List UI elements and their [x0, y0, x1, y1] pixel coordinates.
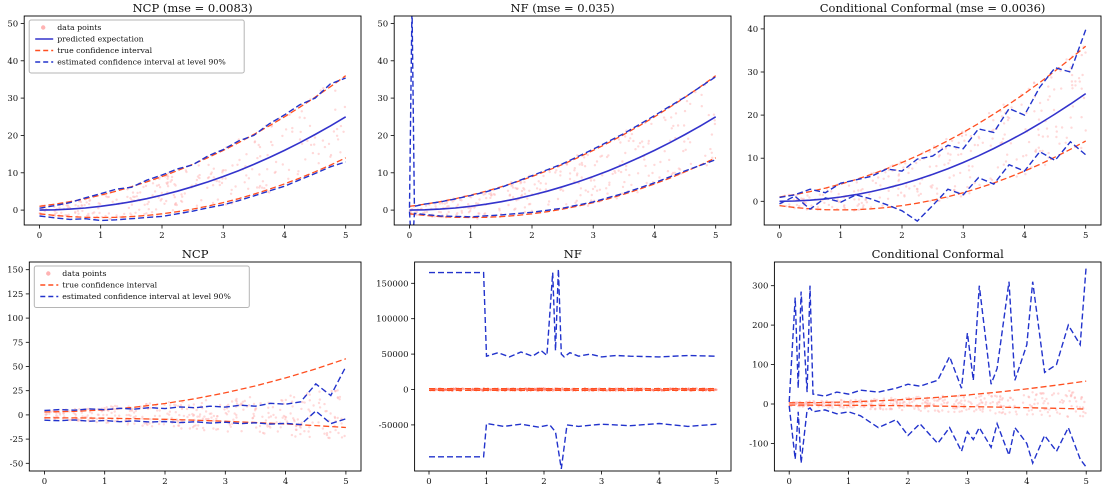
svg-text:100: 100 — [752, 361, 768, 371]
chart-title: Conditional Conformal — [871, 247, 1004, 261]
svg-text:5: 5 — [713, 231, 718, 241]
svg-text:0: 0 — [13, 206, 18, 216]
svg-text:3: 3 — [220, 231, 225, 241]
svg-text:-50000: -50000 — [379, 421, 409, 431]
chart-title: Conditional Conformal (mse = 0.0036) — [819, 1, 1046, 15]
svg-text:0: 0 — [786, 477, 791, 487]
svg-text:2: 2 — [905, 477, 910, 487]
svg-text:150: 150 — [7, 266, 23, 276]
svg-text:20: 20 — [377, 131, 388, 141]
svg-text:10: 10 — [7, 169, 18, 179]
svg-text:100: 100 — [7, 314, 23, 324]
svg-text:5: 5 — [343, 477, 348, 487]
svg-text:3: 3 — [965, 477, 970, 487]
svg-text:1: 1 — [846, 477, 851, 487]
svg-text:30: 30 — [7, 94, 18, 104]
svg-text:2: 2 — [162, 477, 167, 487]
svg-text:-50: -50 — [10, 459, 24, 469]
subplot-nf-top: NF (mse = 0.035) 0 1 2 3 4 5 0 10 20 30 40 50 — [370, 0, 740, 246]
svg-text:-100: -100 — [749, 439, 768, 449]
svg-text:40: 40 — [7, 57, 18, 67]
svg-text:2: 2 — [529, 231, 534, 241]
svg-text:1: 1 — [838, 231, 843, 241]
svg-text:predicted expectation: predicted expectation — [57, 35, 144, 44]
svg-text:10: 10 — [747, 154, 758, 164]
svg-text:30: 30 — [377, 94, 388, 104]
svg-text:3: 3 — [960, 231, 965, 241]
svg-text:1: 1 — [468, 231, 473, 241]
svg-text:20: 20 — [7, 131, 18, 141]
svg-text:1: 1 — [98, 231, 103, 241]
svg-text:5: 5 — [714, 477, 719, 487]
svg-text:50000: 50000 — [382, 350, 409, 360]
svg-text:40: 40 — [747, 25, 758, 35]
svg-text:30: 30 — [747, 68, 758, 78]
svg-text:5: 5 — [1083, 231, 1088, 241]
svg-text:0: 0 — [42, 477, 47, 487]
svg-text:3: 3 — [223, 477, 228, 487]
svg-text:2: 2 — [159, 231, 164, 241]
svg-text:1: 1 — [102, 477, 107, 487]
svg-text:estimated confidence interval: estimated confidence interval at level 9… — [62, 292, 231, 301]
subplot-conditional-conformal-top: Conditional Conformal (mse = 0.0036) 0 1 2… — [740, 0, 1110, 246]
subplot-ncp-top: NCP (mse = 0.0083) 0 1 2 3 4 5 0 10 20 30 40 50 data… — [0, 0, 370, 246]
svg-text:0: 0 — [753, 197, 758, 207]
subplot-nf-bottom: NF 0 1 2 3 4 5 -50000 0 50000 100000 150000 — [370, 246, 740, 492]
svg-text:4: 4 — [283, 477, 288, 487]
svg-text:50: 50 — [12, 363, 23, 373]
svg-text:4: 4 — [656, 477, 661, 487]
svg-text:5: 5 — [1083, 477, 1088, 487]
svg-text:200: 200 — [752, 321, 768, 331]
svg-text:3: 3 — [590, 231, 595, 241]
svg-text:25: 25 — [12, 387, 23, 397]
svg-text:true confidence interval: true confidence interval — [57, 46, 152, 55]
svg-text:data points: data points — [62, 269, 106, 278]
svg-text:50: 50 — [7, 20, 18, 30]
svg-text:data points: data points — [57, 23, 101, 32]
svg-text:20: 20 — [747, 111, 758, 121]
subplot-conditional-conformal-bottom: Conditional Conformal 0 1 2 3 4 5 -100 0 100 200 3… — [740, 246, 1110, 492]
svg-text:estimated confidence interval: estimated confidence interval at level 9… — [57, 58, 226, 67]
svg-text:10: 10 — [377, 169, 388, 179]
svg-text:-25: -25 — [10, 435, 24, 445]
svg-text:50: 50 — [377, 20, 388, 30]
svg-text:2: 2 — [541, 477, 546, 487]
svg-text:0: 0 — [426, 477, 431, 487]
svg-text:40: 40 — [377, 57, 388, 67]
chart-title: NCP (mse = 0.0083) — [132, 1, 253, 15]
svg-text:300: 300 — [752, 282, 768, 292]
svg-text:4: 4 — [1024, 477, 1029, 487]
svg-text:125: 125 — [7, 290, 23, 300]
svg-text:0: 0 — [763, 400, 768, 410]
svg-text:0: 0 — [407, 231, 412, 241]
svg-text:0: 0 — [403, 386, 408, 396]
svg-text:4: 4 — [282, 231, 287, 241]
svg-text:true confidence interval: true confidence interval — [62, 281, 157, 290]
svg-text:0: 0 — [383, 206, 388, 216]
svg-text:75: 75 — [12, 338, 23, 348]
svg-text:0: 0 — [18, 411, 23, 421]
chart-title: NCP — [181, 247, 209, 261]
svg-text:3: 3 — [599, 477, 604, 487]
subplot-ncp-bottom: NCP 0 1 2 3 4 5 -50 -25 0 25 50 75 100 125 150 data poi… — [0, 246, 370, 492]
chart-title: NF (mse = 0.035) — [510, 1, 615, 15]
svg-text:4: 4 — [652, 231, 657, 241]
svg-text:5: 5 — [343, 231, 348, 241]
svg-text:0: 0 — [37, 231, 42, 241]
svg-text:0: 0 — [777, 231, 782, 241]
svg-text:2: 2 — [899, 231, 904, 241]
svg-text:100000: 100000 — [376, 315, 408, 325]
svg-text:150000: 150000 — [376, 279, 408, 289]
svg-text:1: 1 — [484, 477, 489, 487]
chart-title: NF — [563, 247, 582, 261]
svg-text:4: 4 — [1022, 231, 1027, 241]
